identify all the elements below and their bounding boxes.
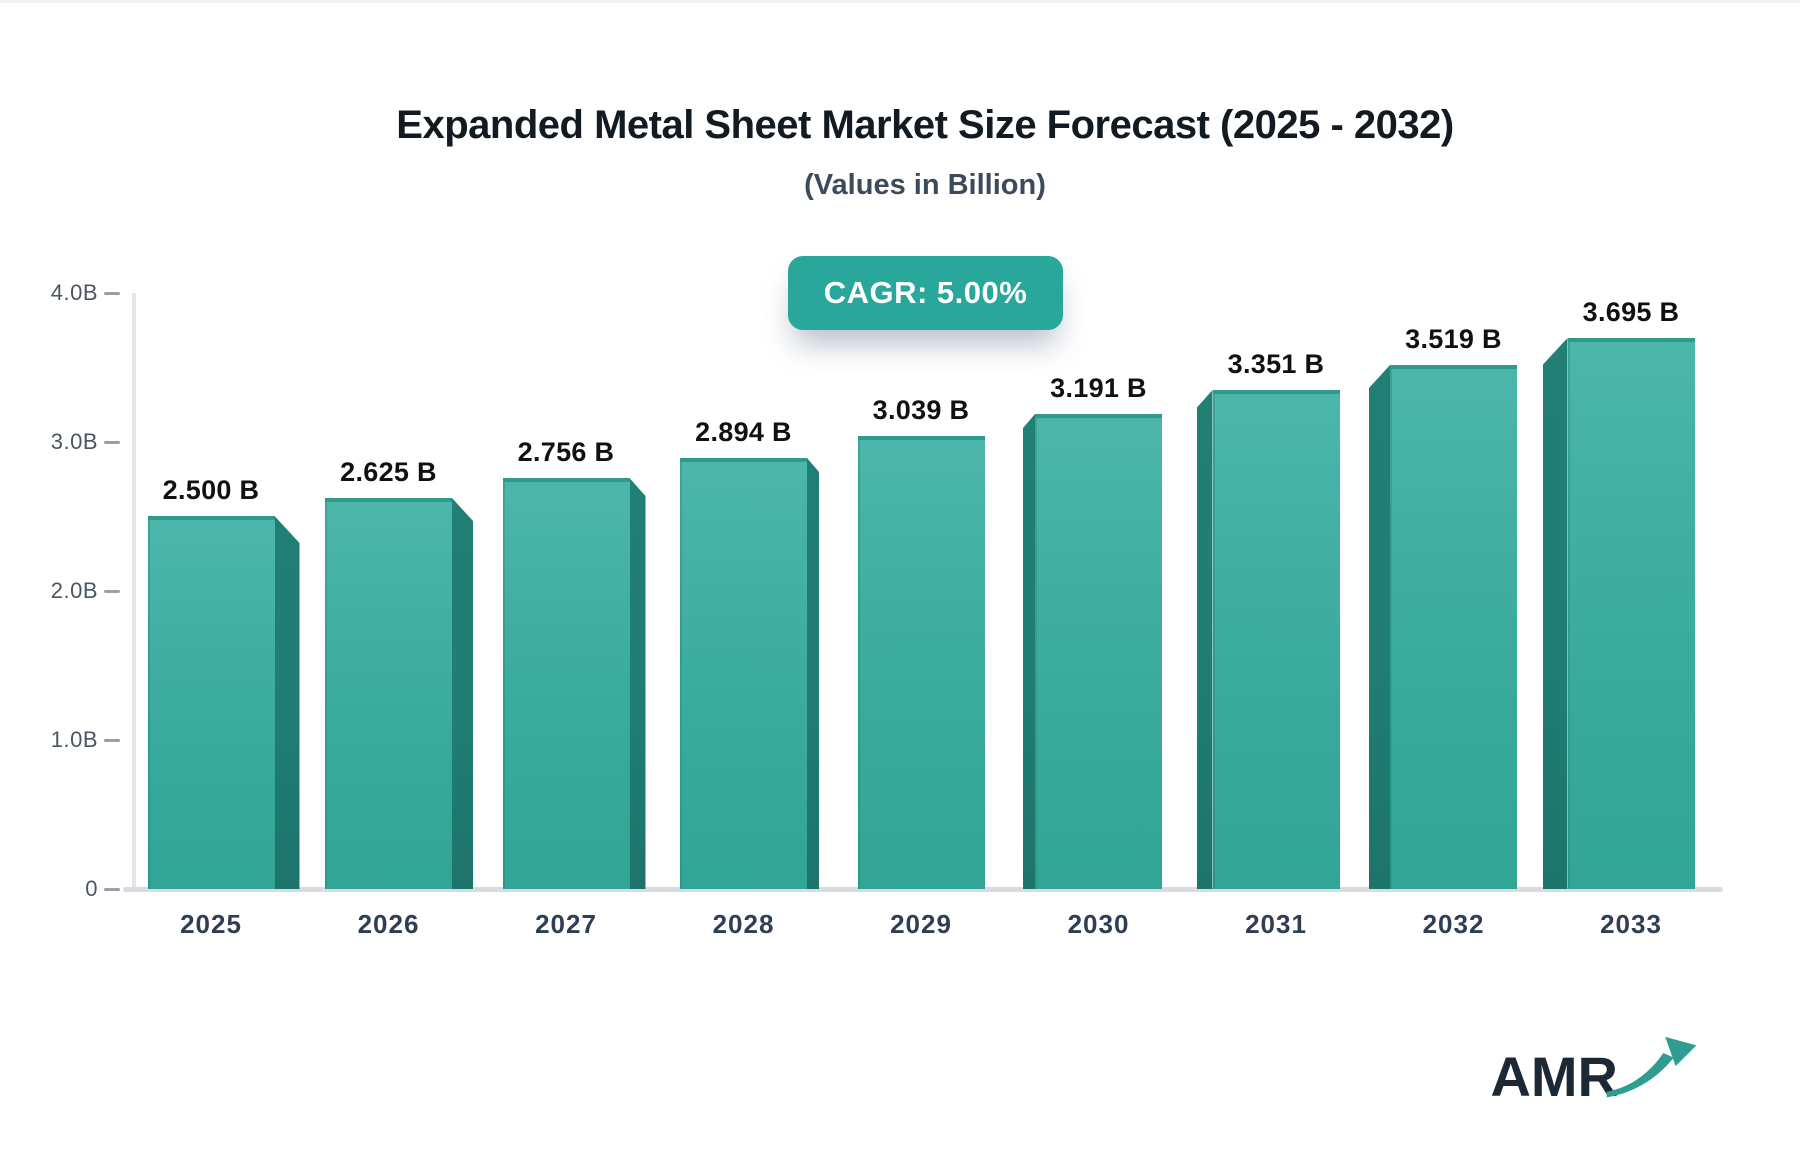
bar-side-2033	[1542, 338, 1568, 889]
x-axis-label-2033: 2033	[1600, 909, 1662, 939]
bar-value-label-2030: 3.191 B	[1050, 373, 1147, 403]
y-axis-tick-label-3.0B: 3.0B	[50, 429, 98, 454]
bar-2033[interactable]: 3.695 B	[1542, 297, 1695, 889]
bar-value-label-2031: 3.351 B	[1227, 349, 1325, 379]
bar-2026[interactable]: 2.625 B	[325, 457, 473, 889]
bar-face-2031	[1212, 390, 1340, 889]
bar-value-label-2026: 2.625 B	[340, 457, 437, 487]
bar-side-2028	[807, 458, 819, 889]
cagr-badge: CAGR: 5.00%	[788, 256, 1063, 330]
bar-face-2025	[147, 516, 275, 889]
growth-arrow-icon	[1606, 1036, 1697, 1098]
chart-subtitle: (Values in Billion)	[804, 169, 1046, 201]
bar-chart-plot: 2.500 B 2.625 B 2.756 B 2.894 B 3.039 B 3.191…	[123, 293, 1723, 939]
y-axis-tick-mark	[104, 590, 120, 593]
bar-2032[interactable]: 3.519 B	[1369, 324, 1517, 889]
x-axis-label-2032: 2032	[1422, 909, 1485, 939]
y-axis-tick-mark	[104, 739, 120, 742]
bar-face-2030	[1035, 414, 1162, 889]
x-axis-label-2030: 2030	[1067, 909, 1130, 939]
y-axis-tick-label-1.0B: 1.0B	[50, 727, 98, 752]
bar-side-2030	[1023, 414, 1035, 889]
bar-2029[interactable]: 3.039 B	[857, 395, 985, 889]
y-axis-tick-mark	[104, 441, 120, 444]
y-axis-tick-label-0: 0	[85, 876, 98, 901]
x-axis-label-2026: 2026	[357, 909, 420, 939]
bar-2030[interactable]: 3.191 B	[1023, 373, 1162, 889]
x-axis-label-2028: 2028	[712, 909, 775, 939]
bar-value-label-2033: 3.695 B	[1582, 297, 1680, 327]
bar-value-label-2028: 2.894 B	[695, 417, 792, 447]
y-axis-line	[132, 293, 136, 889]
y-axis-tick-label-4.0B: 4.0B	[50, 280, 98, 305]
chart-title: Expanded Metal Sheet Market Size Forecas…	[396, 103, 1454, 147]
bar-side-2031	[1196, 390, 1213, 889]
bar-2027[interactable]: 2.756 B	[502, 437, 646, 889]
bar-2031[interactable]: 3.351 B	[1196, 349, 1340, 889]
y-axis-tick-label-2.0B: 2.0B	[50, 578, 98, 603]
y-axis-tick-mark	[104, 292, 120, 295]
bar-value-label-2029: 3.039 B	[872, 395, 970, 425]
cagr-badge-label: CAGR: 5.00%	[823, 275, 1028, 310]
bar-side-2025	[274, 516, 300, 889]
bar-face-2033	[1567, 338, 1695, 889]
bar-side-2027	[629, 478, 646, 889]
bar-value-label-2027: 2.756 B	[517, 437, 615, 467]
x-axis-baseline	[123, 887, 1723, 892]
bar-value-label-2025: 2.500 B	[162, 475, 260, 505]
bar-face-2029	[857, 436, 985, 889]
bar-face-2027	[502, 478, 630, 889]
bar-side-2032	[1369, 365, 1390, 889]
bar-side-2026	[452, 498, 473, 889]
y-axis-tick-mark	[104, 888, 120, 891]
bar-value-label-2032: 3.519 B	[1405, 324, 1502, 354]
amr-logo-text: AMR	[1490, 1045, 1618, 1108]
amr-logo: AMR	[1490, 1035, 1700, 1105]
bar-face-2032	[1390, 365, 1517, 889]
bar-2028[interactable]: 2.894 B	[680, 417, 819, 889]
x-axis-label-2031: 2031	[1245, 909, 1307, 939]
bar-2025[interactable]: 2.500 B	[147, 475, 300, 889]
x-axis-label-2029: 2029	[890, 909, 952, 939]
x-axis-label-2027: 2027	[535, 909, 597, 939]
bar-face-2028	[680, 458, 807, 889]
bar-face-2026	[325, 498, 452, 889]
x-axis-label-2025: 2025	[180, 909, 242, 939]
